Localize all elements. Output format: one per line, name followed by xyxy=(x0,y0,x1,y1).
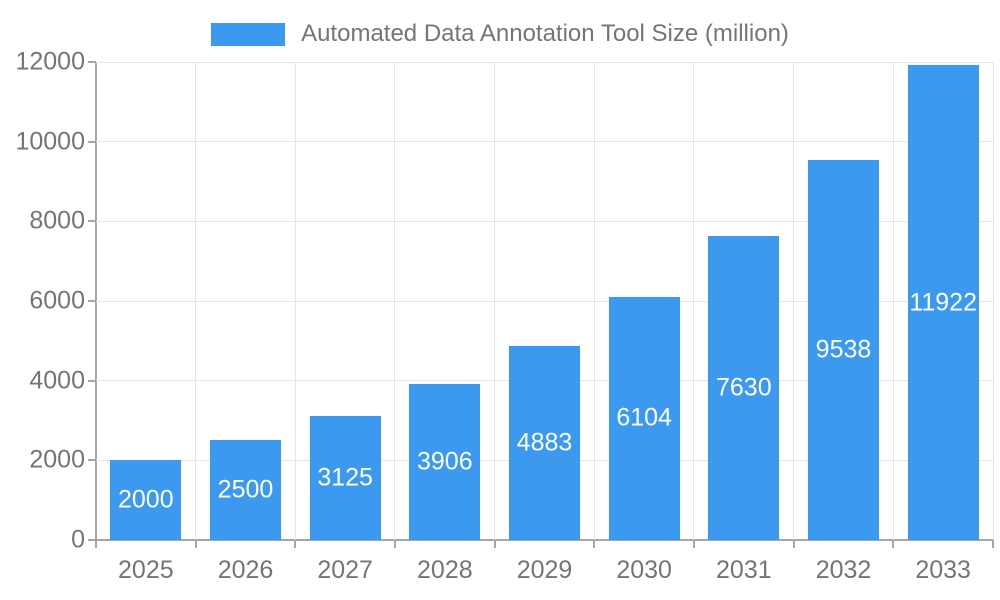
bar-value-label: 11922 xyxy=(909,288,977,317)
x-axis-tick xyxy=(95,540,97,548)
h-gridline xyxy=(96,141,993,143)
plot-area: 2000 2500 3125 3906 4883 6104 7630 9538 11922 xyxy=(95,61,994,541)
x-axis-tick xyxy=(394,540,396,548)
bar-value-label: 9538 xyxy=(815,335,872,364)
legend-item[interactable]: Automated Data Annotation Tool Size (mil… xyxy=(0,20,1000,48)
x-axis-tick xyxy=(693,540,695,548)
x-tick-label: 2031 xyxy=(716,556,772,584)
bar-2031[interactable]: 7630 xyxy=(708,236,780,540)
y-axis-tick xyxy=(88,300,96,302)
y-axis-tick xyxy=(88,140,96,143)
x-axis-tick xyxy=(194,540,197,548)
bar-value-label: 2000 xyxy=(118,485,174,514)
v-gridline xyxy=(494,62,496,540)
x-tick-label: 2025 xyxy=(118,556,174,584)
v-gridline xyxy=(793,62,795,540)
x-axis-tick xyxy=(992,540,994,548)
legend-label: Automated Data Annotation Tool Size (mil… xyxy=(301,20,789,47)
bar-2027[interactable]: 3125 xyxy=(309,415,381,540)
x-axis-tick xyxy=(892,540,895,548)
x-tick-label: 2030 xyxy=(616,556,672,584)
v-gridline xyxy=(593,62,595,540)
bar-value-label: 2500 xyxy=(217,475,274,504)
y-axis-tick xyxy=(88,539,96,541)
y-axis-tick xyxy=(88,379,96,382)
bar-value-label: 4883 xyxy=(516,428,573,457)
v-gridline xyxy=(992,62,994,540)
y-axis-tick xyxy=(88,459,96,462)
bar-2025[interactable]: 2000 xyxy=(110,460,182,540)
h-gridline xyxy=(96,300,993,302)
x-tick-label: 2029 xyxy=(516,556,573,584)
h-gridline xyxy=(96,61,993,63)
x-axis-tick xyxy=(593,540,596,548)
x-axis-tick xyxy=(792,540,795,548)
y-tick-label: 8000 xyxy=(29,206,85,235)
y-tick-label: 6000 xyxy=(29,286,85,315)
x-tick-label: 2027 xyxy=(317,556,373,584)
bar-value-label: 6104 xyxy=(616,403,672,432)
y-tick-label: 4000 xyxy=(29,366,85,395)
x-axis-tick xyxy=(493,540,496,548)
y-tick-label: 0 xyxy=(71,525,85,554)
v-gridline xyxy=(294,62,296,540)
y-tick-label: 10000 xyxy=(15,127,85,156)
x-tick-label: 2032 xyxy=(815,556,872,584)
x-tick-label: 2028 xyxy=(417,556,473,584)
bar-2030[interactable]: 6104 xyxy=(608,296,680,540)
y-tick-label: 12000 xyxy=(15,47,85,76)
bar-2026[interactable]: 2500 xyxy=(210,440,281,540)
x-axis-tick xyxy=(294,540,297,548)
bar-value-label: 7630 xyxy=(716,373,772,402)
bar-value-label: 3906 xyxy=(417,447,473,476)
bar-2028[interactable]: 3906 xyxy=(409,384,481,540)
x-axis-line xyxy=(95,539,993,541)
y-axis-tick xyxy=(88,220,96,223)
v-gridline xyxy=(195,62,197,540)
bar-2029[interactable]: 4883 xyxy=(509,345,580,540)
x-tick-label: 2033 xyxy=(915,556,971,584)
x-tick-label: 2026 xyxy=(217,556,274,584)
v-gridline xyxy=(693,62,695,540)
y-tick-label: 2000 xyxy=(29,445,85,474)
bar-2032[interactable]: 9538 xyxy=(808,160,879,540)
v-gridline xyxy=(892,62,894,540)
v-gridline xyxy=(394,62,396,540)
h-gridline xyxy=(96,220,993,222)
y-axis-tick xyxy=(88,61,96,63)
bar-value-label: 3125 xyxy=(317,463,373,492)
legend-swatch-icon xyxy=(211,22,286,46)
bar-2033[interactable]: 11922 xyxy=(907,65,979,540)
